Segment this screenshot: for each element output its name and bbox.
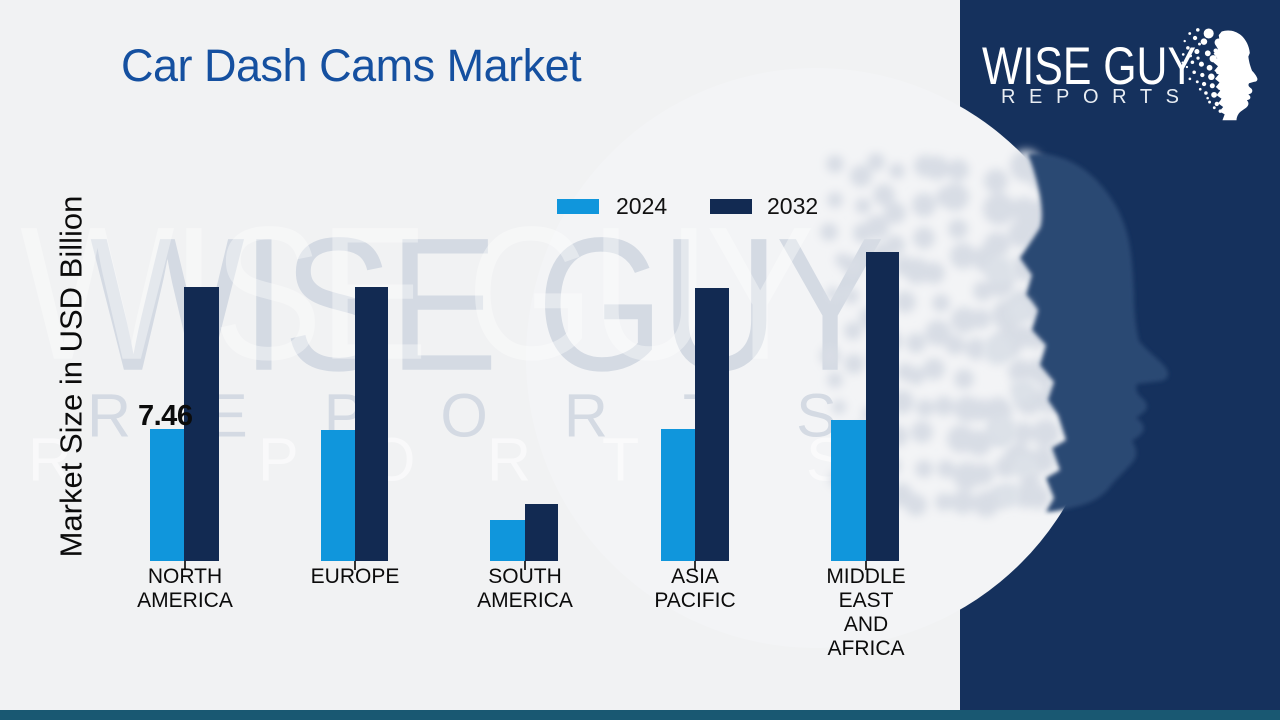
svg-text:WISE GUY: WISE GUY <box>982 37 1196 96</box>
svg-text:REPORTS: REPORTS <box>1001 86 1191 108</box>
svg-text:WISE GUY: WISE GUY <box>20 186 812 399</box>
svg-text:WISE GUY: WISE GUY <box>90 197 882 410</box>
